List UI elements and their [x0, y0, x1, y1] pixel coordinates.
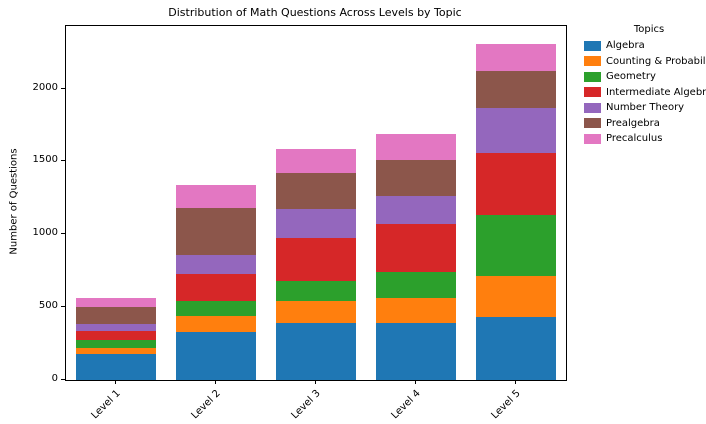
legend-swatch-counting-probability — [584, 56, 601, 66]
segment-prealgebra-level-2 — [176, 207, 256, 255]
legend-item-prealgebra: Prealgebra — [584, 118, 706, 129]
segment-counting-probability-level-4 — [376, 298, 456, 323]
bar-level-5 — [476, 26, 556, 380]
y-tick-label: 1500 — [32, 154, 58, 166]
plot-area — [65, 25, 567, 381]
x-tick-mark — [115, 380, 116, 384]
legend-item-number-theory: Number Theory — [584, 102, 706, 113]
segment-algebra-level-4 — [376, 322, 456, 380]
legend-item-geometry: Geometry — [584, 71, 706, 82]
segment-number-theory-level-4 — [376, 195, 456, 224]
y-tick-mark — [61, 379, 65, 380]
legend-swatch-prealgebra — [584, 118, 601, 128]
segment-number-theory-level-5 — [476, 107, 556, 153]
segment-number-theory-level-3 — [276, 208, 356, 238]
segment-algebra-level-1 — [76, 354, 156, 380]
segment-intermediate-algebra-level-2 — [176, 273, 256, 301]
legend-label: Intermediate Algebra — [606, 86, 706, 98]
legend-label: Prealgebra — [606, 117, 660, 129]
legend-title: Topics — [633, 24, 665, 35]
legend-items: Algebra Counting & Probability Geometry Int… — [584, 40, 706, 144]
legend-label: Counting & Probability — [606, 55, 706, 67]
segment-counting-probability-level-3 — [276, 300, 356, 323]
legend-swatch-geometry — [584, 71, 601, 82]
segment-counting-probability-level-5 — [476, 276, 556, 317]
segment-prealgebra-level-3 — [276, 172, 356, 209]
chart-title: Distribution of Math Questions Across Le… — [168, 6, 462, 19]
segment-precalculus-level-2 — [176, 184, 256, 208]
segment-precalculus-level-4 — [376, 133, 456, 160]
legend-swatch-number-theory — [584, 102, 601, 113]
segment-precalculus-level-1 — [76, 298, 156, 307]
legend-item-intermediate-algebra: Intermediate Algebra — [584, 87, 706, 98]
legend-label: Algebra — [606, 40, 645, 51]
y-tick-label: 500 — [38, 300, 58, 312]
segment-prealgebra-level-4 — [376, 159, 456, 196]
segment-number-theory-level-1 — [76, 323, 156, 331]
legend-swatch-precalculus — [584, 133, 601, 144]
legend-item-algebra: Algebra — [584, 40, 706, 51]
y-tick-label: 2000 — [32, 81, 58, 93]
segment-geometry-level-2 — [176, 300, 256, 316]
segment-algebra-level-5 — [476, 316, 556, 380]
segment-intermediate-algebra-level-5 — [476, 152, 556, 215]
segment-geometry-level-4 — [376, 271, 456, 298]
legend-swatch-intermediate-algebra — [584, 87, 601, 97]
segment-intermediate-algebra-level-4 — [376, 223, 456, 272]
y-tick-label: 0 — [51, 373, 58, 384]
x-tick-mark — [315, 380, 316, 384]
segment-geometry-level-5 — [476, 214, 556, 276]
bar-level-4 — [376, 26, 456, 380]
segment-counting-probability-level-1 — [76, 347, 156, 355]
bar-level-1 — [76, 26, 156, 380]
legend-label: Geometry — [606, 71, 656, 82]
legend: Topics Algebra Counting & Probability Geom… — [584, 24, 706, 149]
segment-algebra-level-3 — [276, 322, 356, 380]
legend-item-precalculus: Precalculus — [584, 133, 706, 144]
segment-prealgebra-level-1 — [76, 306, 156, 324]
segment-geometry-level-1 — [76, 339, 156, 348]
y-tick-mark — [61, 160, 65, 162]
segment-algebra-level-2 — [176, 331, 256, 380]
segment-intermediate-algebra-level-1 — [76, 330, 156, 340]
y-tick-label: 1000 — [32, 227, 58, 239]
y-tick-mark — [61, 87, 65, 89]
segment-number-theory-level-2 — [176, 254, 256, 274]
segment-prealgebra-level-5 — [476, 70, 556, 108]
segment-precalculus-level-3 — [276, 148, 356, 173]
segment-precalculus-level-5 — [476, 43, 556, 71]
x-tick-mark — [415, 380, 416, 384]
x-tick-mark — [515, 380, 516, 384]
legend-label: Precalculus — [606, 133, 663, 144]
legend-item-counting-probability: Counting & Probability — [584, 56, 706, 67]
y-tick-mark — [61, 233, 65, 235]
x-tick-mark — [215, 380, 216, 384]
legend-swatch-algebra — [584, 40, 601, 51]
segment-counting-probability-level-2 — [176, 315, 256, 332]
legend-label: Number Theory — [606, 102, 685, 113]
bar-level-2 — [176, 26, 256, 380]
y-tick-mark — [61, 306, 65, 308]
bar-level-3 — [276, 26, 356, 380]
segment-intermediate-algebra-level-3 — [276, 237, 356, 281]
segment-geometry-level-3 — [276, 280, 356, 301]
